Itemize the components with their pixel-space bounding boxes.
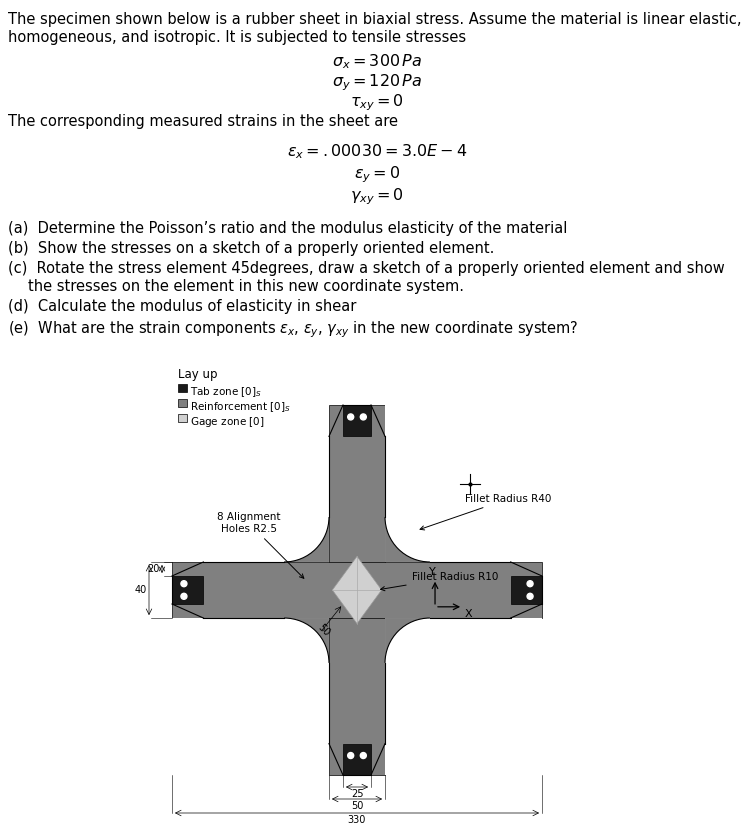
- Bar: [152, 395, 562, 825]
- Text: The corresponding measured strains in the sheet are: The corresponding measured strains in th…: [8, 114, 398, 129]
- Bar: [343, 744, 371, 775]
- Circle shape: [360, 753, 366, 759]
- Text: (a)  Determine the Poisson’s ratio and the modulus elasticity of the material: (a) Determine the Poisson’s ratio and th…: [8, 221, 567, 236]
- Text: 330: 330: [348, 815, 366, 825]
- Text: 40: 40: [134, 585, 147, 595]
- Text: 25: 25: [351, 789, 363, 799]
- Text: $\varepsilon_y = 0$: $\varepsilon_y = 0$: [354, 164, 400, 184]
- Text: (d)  Calculate the modulus of elasticity in shear: (d) Calculate the modulus of elasticity …: [8, 299, 356, 314]
- Bar: [329, 405, 385, 775]
- Text: Gage zone $[0]$: Gage zone $[0]$: [190, 415, 264, 429]
- Polygon shape: [332, 556, 382, 623]
- Text: the stresses on the element in this new coordinate system.: the stresses on the element in this new …: [28, 279, 464, 294]
- Bar: [172, 576, 203, 604]
- Text: $\varepsilon_x = .00030 = 3.0E - 4$: $\varepsilon_x = .00030 = 3.0E - 4$: [287, 142, 467, 161]
- Circle shape: [360, 414, 366, 420]
- Bar: [385, 405, 542, 562]
- Text: 20: 20: [148, 564, 160, 574]
- Text: The specimen shown below is a rubber sheet in biaxial stress. Assume the materia: The specimen shown below is a rubber she…: [8, 12, 741, 27]
- Bar: [172, 405, 329, 562]
- Circle shape: [181, 593, 187, 599]
- Bar: [178, 414, 187, 422]
- Text: (b)  Show the stresses on a sketch of a properly oriented element.: (b) Show the stresses on a sketch of a p…: [8, 241, 495, 256]
- Polygon shape: [385, 517, 430, 562]
- Text: Y: Y: [429, 567, 436, 577]
- Text: $\sigma_x = 300\,Pa$: $\sigma_x = 300\,Pa$: [331, 52, 422, 71]
- Polygon shape: [284, 618, 329, 663]
- Text: Tab zone $[0]_S$: Tab zone $[0]_S$: [190, 385, 262, 398]
- Text: 50: 50: [316, 622, 331, 637]
- Text: (e)  What are the strain components $\varepsilon_x$, $\varepsilon_y$, $\gamma_{x: (e) What are the strain components $\var…: [8, 319, 578, 339]
- Circle shape: [181, 581, 187, 587]
- Polygon shape: [284, 517, 329, 562]
- Bar: [172, 562, 542, 618]
- Text: 8 Alignment
Holes R2.5: 8 Alignment Holes R2.5: [217, 512, 304, 579]
- Circle shape: [527, 581, 533, 587]
- Bar: [343, 405, 371, 437]
- Text: X: X: [465, 609, 473, 619]
- Text: Reinforcement $[0]_S$: Reinforcement $[0]_S$: [190, 400, 291, 414]
- Bar: [178, 399, 187, 407]
- Text: $\tau_{xy} = 0$: $\tau_{xy} = 0$: [350, 92, 404, 113]
- Text: 50: 50: [351, 801, 363, 811]
- Bar: [172, 618, 329, 775]
- Text: Fillet Radius R10: Fillet Radius R10: [381, 572, 498, 591]
- Bar: [510, 576, 542, 604]
- Text: Lay up: Lay up: [178, 368, 217, 381]
- Circle shape: [527, 593, 533, 599]
- Polygon shape: [385, 618, 430, 663]
- Text: homogeneous, and isotropic. It is subjected to tensile stresses: homogeneous, and isotropic. It is subjec…: [8, 30, 466, 45]
- Circle shape: [348, 753, 353, 759]
- Bar: [178, 384, 187, 392]
- Circle shape: [348, 414, 353, 420]
- Bar: [385, 618, 542, 775]
- Text: $\gamma_{xy} = 0$: $\gamma_{xy} = 0$: [350, 186, 404, 207]
- Text: Fillet Radius R40: Fillet Radius R40: [420, 494, 551, 530]
- Text: (c)  Rotate the stress element 45degrees, draw a sketch of a properly oriented e: (c) Rotate the stress element 45degrees,…: [8, 261, 725, 276]
- Text: $\sigma_y = 120\,Pa$: $\sigma_y = 120\,Pa$: [331, 72, 422, 93]
